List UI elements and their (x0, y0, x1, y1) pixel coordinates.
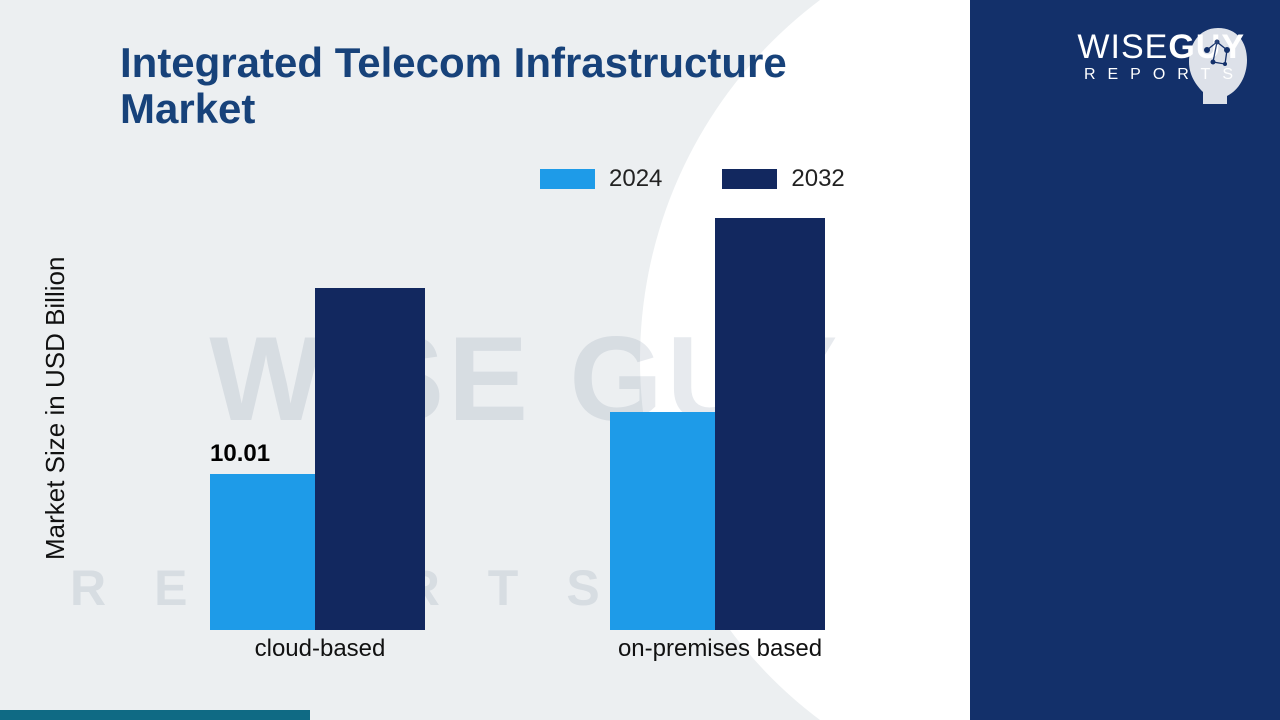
logo-word1: WISE (1077, 28, 1168, 66)
legend-item-2032: 2032 (722, 165, 844, 193)
plot-area: 10.01cloud-basedon-premises based (120, 210, 900, 630)
bar (210, 474, 320, 630)
legend-label-2032: 2032 (791, 165, 844, 193)
side-panel (970, 0, 1280, 720)
bar (315, 288, 425, 630)
legend-item-2024: 2024 (540, 165, 662, 193)
category-label: on-premises based (590, 630, 850, 662)
bottom-accent-bar (0, 710, 310, 720)
legend-swatch-2032 (722, 169, 777, 189)
legend: 2024 2032 (540, 165, 845, 193)
bar-value-label: 10.01 (210, 440, 270, 468)
page: WISE GUY REPORTS WISEGUY REPORTS Integra… (0, 0, 1280, 720)
bar (610, 412, 720, 630)
chart-title: Integrated Telecom Infrastructure Market (120, 40, 840, 132)
category-label: cloud-based (190, 630, 450, 662)
legend-swatch-2024 (540, 169, 595, 189)
head-icon (1183, 26, 1253, 106)
y-axis-label: Market Size in USD Billion (40, 257, 71, 560)
legend-label-2024: 2024 (609, 165, 662, 193)
brand-logo: WISEGUY REPORTS (1077, 30, 1245, 84)
bar (715, 218, 825, 630)
